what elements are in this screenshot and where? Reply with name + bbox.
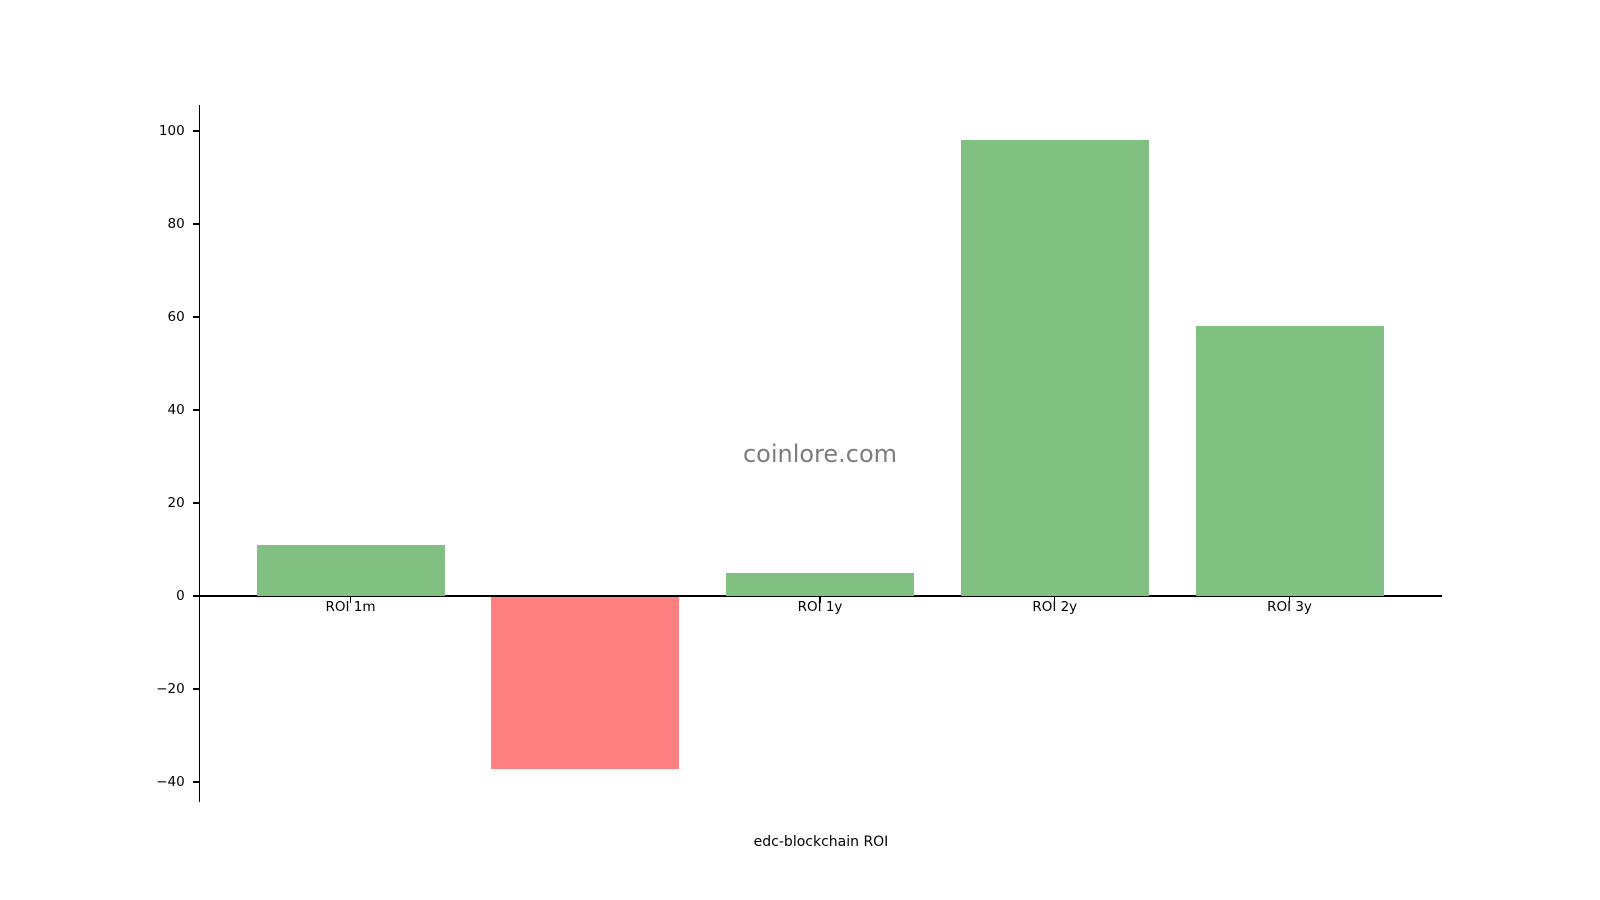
y-tick [192, 688, 199, 690]
y-tick-label: 40 [167, 402, 185, 418]
x-tick [349, 596, 352, 603]
y-tick [192, 595, 199, 597]
y-tick-label: 0 [176, 588, 185, 604]
y-tick [192, 130, 199, 132]
x-tick-label: ROI 2y [1032, 599, 1078, 615]
bar [491, 597, 680, 770]
bar [726, 572, 914, 596]
y-tick-label: 60 [167, 309, 185, 325]
y-tick-label: 80 [167, 216, 185, 232]
bar [960, 140, 1149, 596]
y-tick [192, 316, 199, 318]
y-tick-label: 100 [158, 123, 185, 139]
x-tick [1288, 596, 1291, 603]
y-tick [192, 502, 199, 504]
y-axis [198, 105, 200, 802]
x-tick-label: ROI 1m [325, 599, 376, 615]
watermark: coinlore.com [742, 440, 898, 468]
x-tick-label: ROI 3y [1267, 599, 1312, 615]
y-tick [192, 409, 199, 411]
x-tick [819, 596, 821, 603]
y-tick-label: 20 [167, 495, 185, 511]
y-tick-label: −40 [156, 774, 185, 790]
y-tick [192, 781, 199, 783]
bar [256, 544, 445, 596]
chart-x-axis-title: edc-blockchain ROI [753, 834, 889, 850]
x-tick [1054, 596, 1056, 603]
x-tick-label: ROI 1y [797, 599, 843, 615]
y-tick [192, 223, 199, 225]
y-tick-label: −20 [156, 681, 185, 697]
bar [1195, 326, 1384, 596]
